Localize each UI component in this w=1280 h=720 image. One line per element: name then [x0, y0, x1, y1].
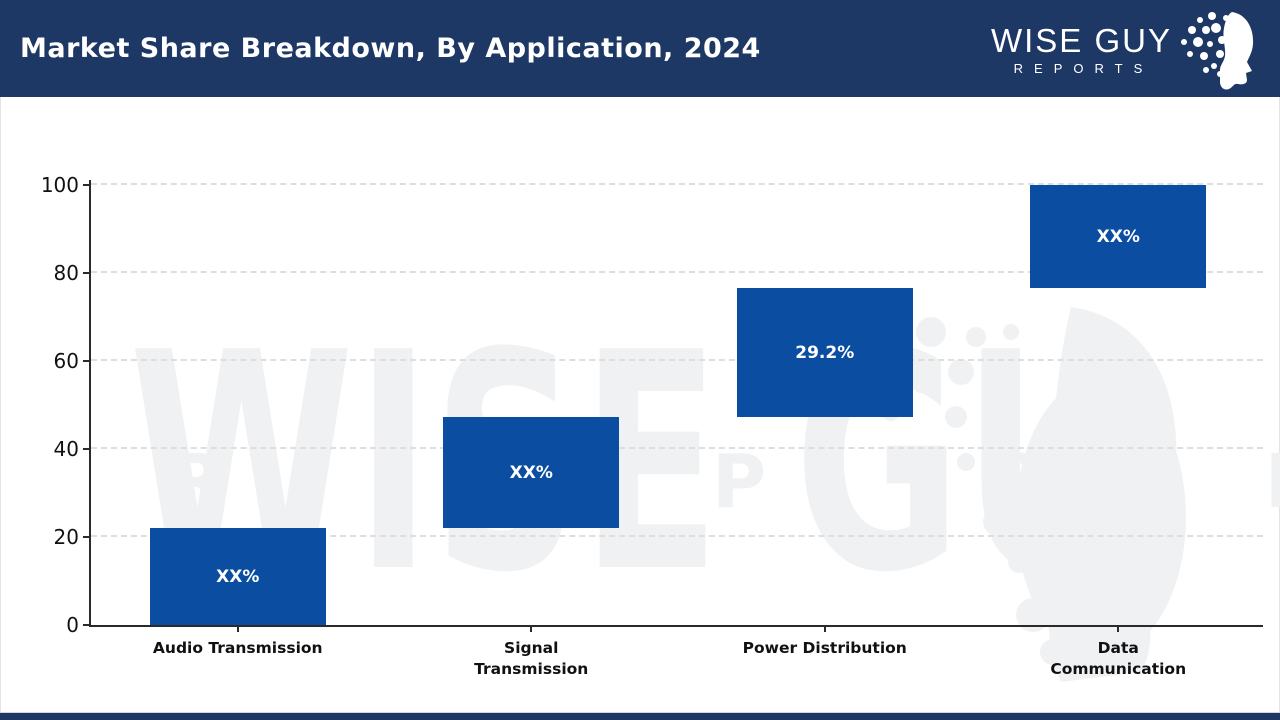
y-gridline [91, 359, 1263, 361]
logo-subtitle: REPORTS [1013, 60, 1154, 76]
bar-4: XX% [1030, 185, 1207, 289]
header-banner: Market Share Breakdown, By Application, … [0, 0, 1280, 97]
y-tick-label: 40 [53, 437, 79, 461]
x-category-label: Audio Transmission [152, 639, 323, 657]
x-category-label: Signal Transmission [474, 639, 589, 678]
bar-2: XX% [443, 416, 620, 529]
y-tick-label: 0 [66, 613, 79, 637]
bar-value-label: XX% [216, 566, 260, 587]
x-category-label: Power Distribution [742, 639, 907, 657]
plot-area: 0 20 40 60 80 100 XX% Audio Transmission XX% Sign… [41, 173, 1263, 678]
y-tick-label: 100 [40, 173, 79, 197]
y-tick-label: 60 [53, 349, 79, 373]
y-tick-mark [83, 184, 91, 186]
bar-1: XX% [149, 528, 326, 625]
y-gridline [91, 271, 1263, 273]
y-gridline [91, 535, 1263, 537]
logo-wordmark: WISE GUY [990, 21, 1172, 59]
y-tick-mark [83, 448, 91, 450]
chart-canvas: WISE GU R E P O R T S 020406080100XX%Aud… [0, 97, 1280, 713]
x-tick-mark [530, 625, 533, 632]
footer-banner [0, 713, 1280, 720]
y-tick-mark [83, 360, 91, 362]
x-category-label: Data Communication [1050, 639, 1187, 678]
y-tick-mark [83, 272, 91, 274]
y-tick-label: 20 [53, 525, 79, 549]
y-gridline [91, 447, 1263, 449]
x-tick-mark [1117, 625, 1120, 632]
logo-face-icon [1181, 11, 1254, 90]
wise-guy-logo: WISE GUY REPORTS [991, 8, 1254, 90]
bar-value-label: XX% [509, 462, 553, 483]
bar-value-label: 29.2% [795, 342, 855, 363]
x-tick-mark [823, 625, 826, 632]
bar-value-label: XX% [1096, 226, 1140, 247]
page-title: Market Share Breakdown, By Application, … [20, 33, 761, 64]
y-tick-mark [83, 624, 91, 626]
bar-3: 29.2% [736, 288, 913, 417]
logo-text: WISE GUY REPORTS [991, 22, 1172, 76]
y-tick-mark [83, 536, 91, 538]
x-tick-mark [236, 625, 239, 632]
y-gridline [91, 183, 1263, 185]
y-tick-label: 80 [53, 261, 79, 285]
